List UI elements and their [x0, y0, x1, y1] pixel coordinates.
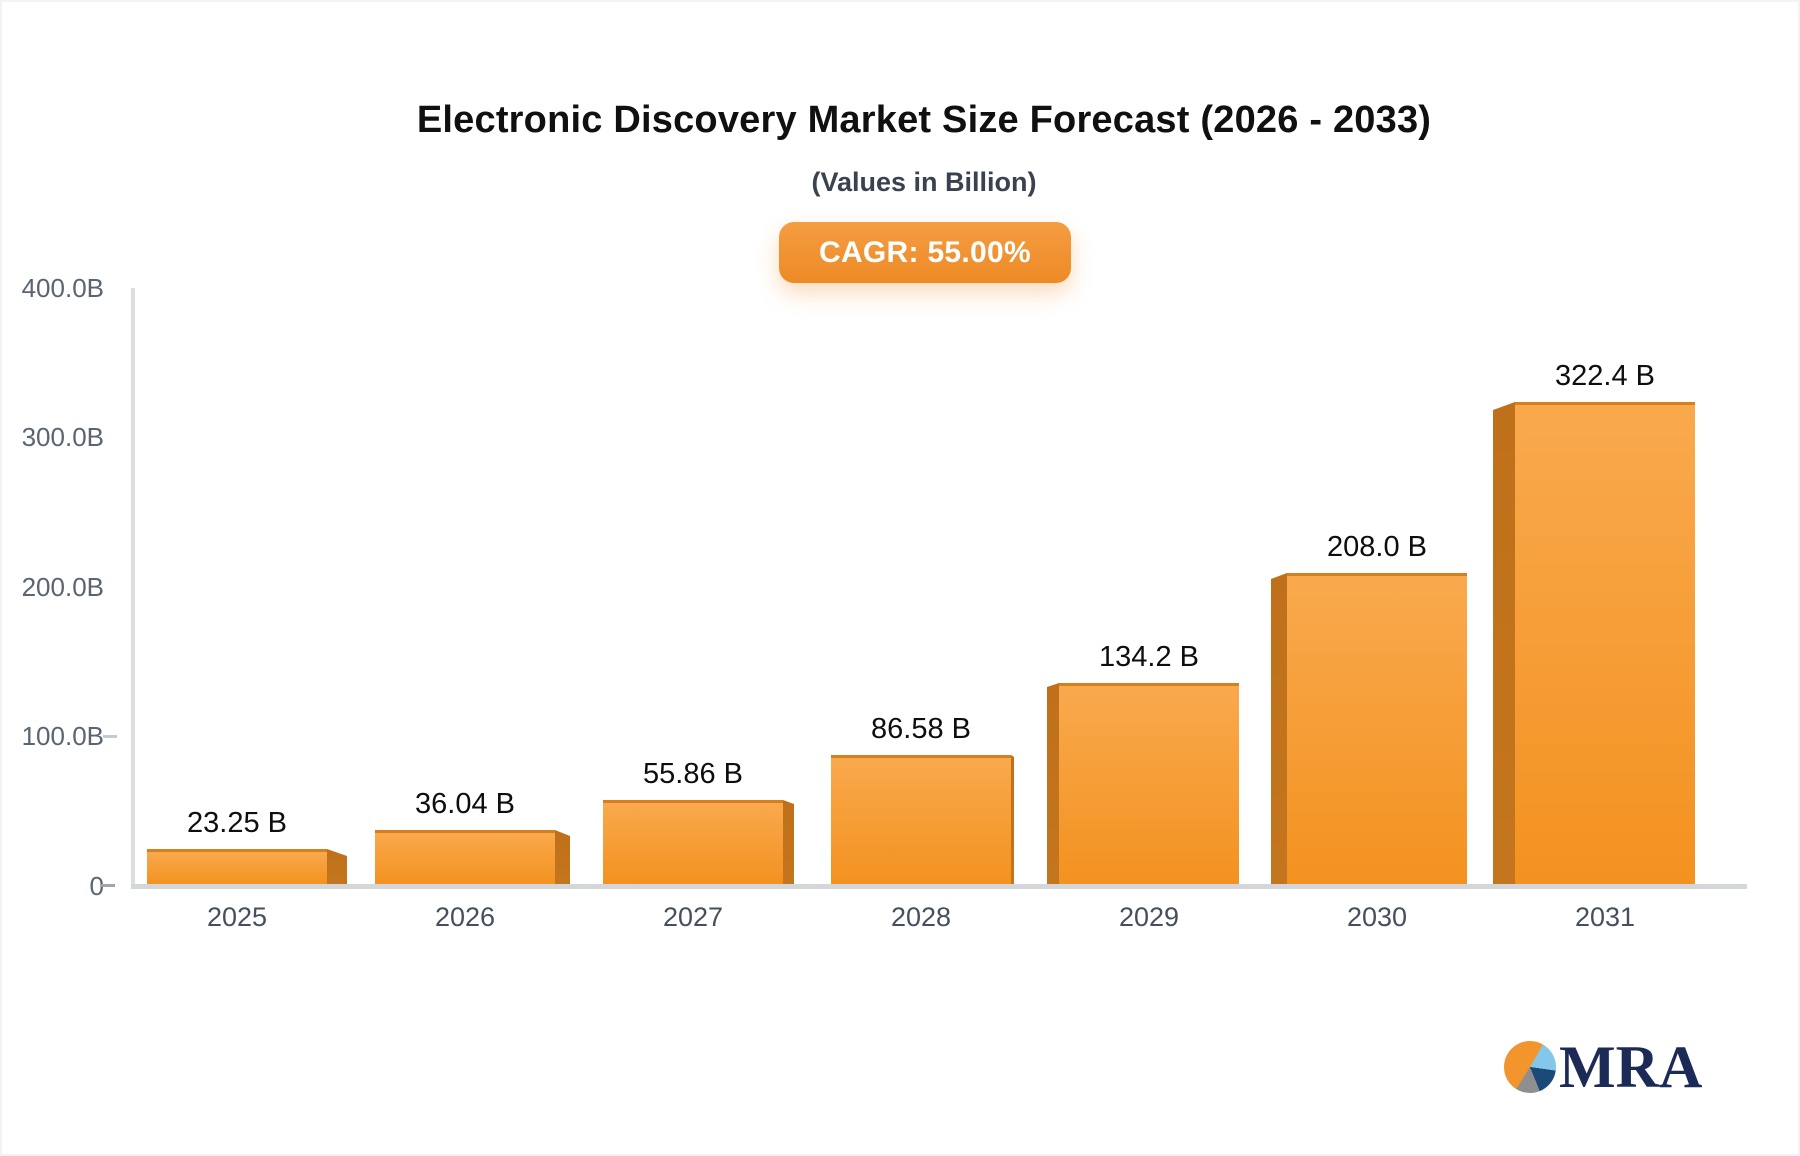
bar-3d-side [1011, 755, 1014, 884]
y-axis-label: 300.0B [21, 422, 104, 452]
bar-value-label: 134.2 B [1099, 641, 1199, 673]
x-axis-label: 2025 [206, 902, 268, 932]
chart-subtitle: (Values in Billion) [811, 167, 1037, 197]
bar-3d-side [1047, 683, 1059, 884]
bar-value-label: 208.0 B [1327, 531, 1427, 563]
y-axis-label: 100.0B [21, 721, 104, 751]
bar-value-label: 55.86 B [643, 758, 743, 790]
bar-2027 [603, 800, 783, 884]
pie-chart-logo-icon [1504, 1041, 1556, 1093]
bar-2025 [147, 849, 327, 884]
y-axis-label: 0 [89, 871, 104, 901]
bar-value-label: 86.58 B [871, 713, 971, 745]
x-axis-label: 2029 [1118, 902, 1180, 932]
x-axis-label: 2027 [662, 902, 724, 932]
bar-3d-side [327, 849, 347, 884]
y-axis-tick [100, 884, 115, 887]
bar-2026 [375, 830, 555, 884]
bar-value-label: 322.4 B [1555, 360, 1655, 392]
x-axis-label: 2030 [1346, 902, 1408, 932]
bar-3d-side [783, 800, 794, 884]
logo-text: MRA [1559, 1034, 1703, 1100]
x-axis-label: 2028 [890, 902, 952, 932]
mra-logo: MRA [1504, 1034, 1703, 1100]
bar-3d-side [555, 830, 570, 884]
cagr-badge: CAGR: 55.00% [779, 222, 1071, 283]
x-axis-label: 2026 [434, 902, 496, 932]
x-axis-label: 2031 [1574, 902, 1636, 932]
bar-3d-side [1493, 402, 1515, 884]
y-axis-line [131, 288, 135, 886]
bar-2031 [1515, 402, 1695, 884]
bar-value-label: 36.04 B [415, 788, 515, 820]
y-axis-label: 400.0B [21, 273, 104, 303]
y-axis-tick [103, 735, 117, 738]
x-axis-line [131, 884, 1747, 889]
bar-2029 [1059, 683, 1239, 884]
bar-3d-side [1271, 573, 1287, 884]
bar-2030 [1287, 573, 1467, 884]
y-axis-label: 200.0B [21, 572, 104, 602]
chart-title: Electronic Discovery Market Size Forecas… [416, 99, 1432, 141]
bar-2028 [831, 755, 1011, 884]
bar-value-label: 23.25 B [187, 807, 287, 839]
